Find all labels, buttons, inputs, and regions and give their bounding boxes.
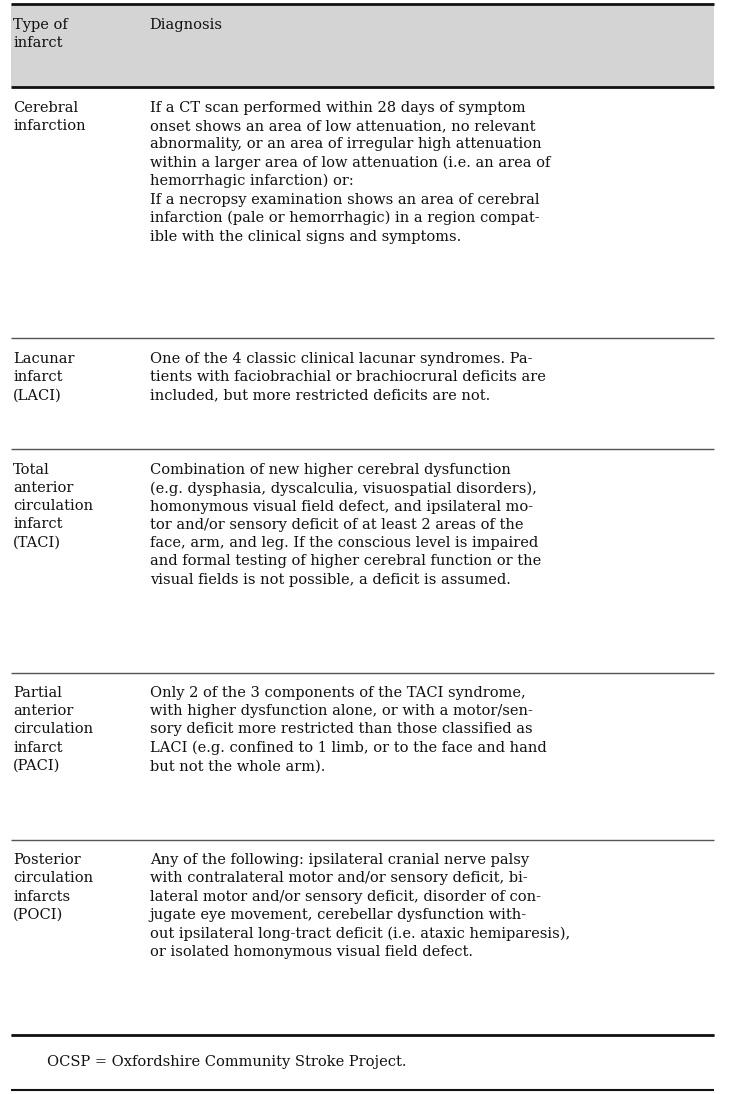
Text: Combination of new higher cerebral dysfunction
(e.g. dysphasia, dyscalculia, vis: Combination of new higher cerebral dysfu… (150, 463, 541, 586)
Text: Posterior
circulation
infarcts
(POCI): Posterior circulation infarcts (POCI) (13, 853, 93, 922)
Text: One of the 4 classic clinical lacunar syndromes. Pa-
tients with faciobrachial o: One of the 4 classic clinical lacunar sy… (150, 352, 545, 403)
Text: Type of
infarct: Type of infarct (13, 18, 68, 49)
Text: Diagnosis: Diagnosis (150, 18, 223, 32)
Text: Lacunar
infarct
(LACI): Lacunar infarct (LACI) (13, 352, 74, 403)
Text: Partial
anterior
circulation
infarct
(PACI): Partial anterior circulation infarct (PA… (13, 686, 93, 772)
Text: If a CT scan performed within 28 days of symptom
onset shows an area of low atte: If a CT scan performed within 28 days of… (150, 101, 550, 244)
Text: Any of the following: ipsilateral cranial nerve palsy
with contralateral motor a: Any of the following: ipsilateral crania… (150, 853, 570, 958)
Text: Cerebral
infarction: Cerebral infarction (13, 101, 85, 132)
Text: Total
anterior
circulation
infarct
(TACI): Total anterior circulation infarct (TACI… (13, 463, 93, 549)
Text: Only 2 of the 3 components of the TACI syndrome,
with higher dysfunction alone, : Only 2 of the 3 components of the TACI s… (150, 686, 546, 773)
Text: OCSP = Oxfordshire Community Stroke Project.: OCSP = Oxfordshire Community Stroke Proj… (47, 1056, 407, 1070)
Bar (11, 4, 714, 88)
